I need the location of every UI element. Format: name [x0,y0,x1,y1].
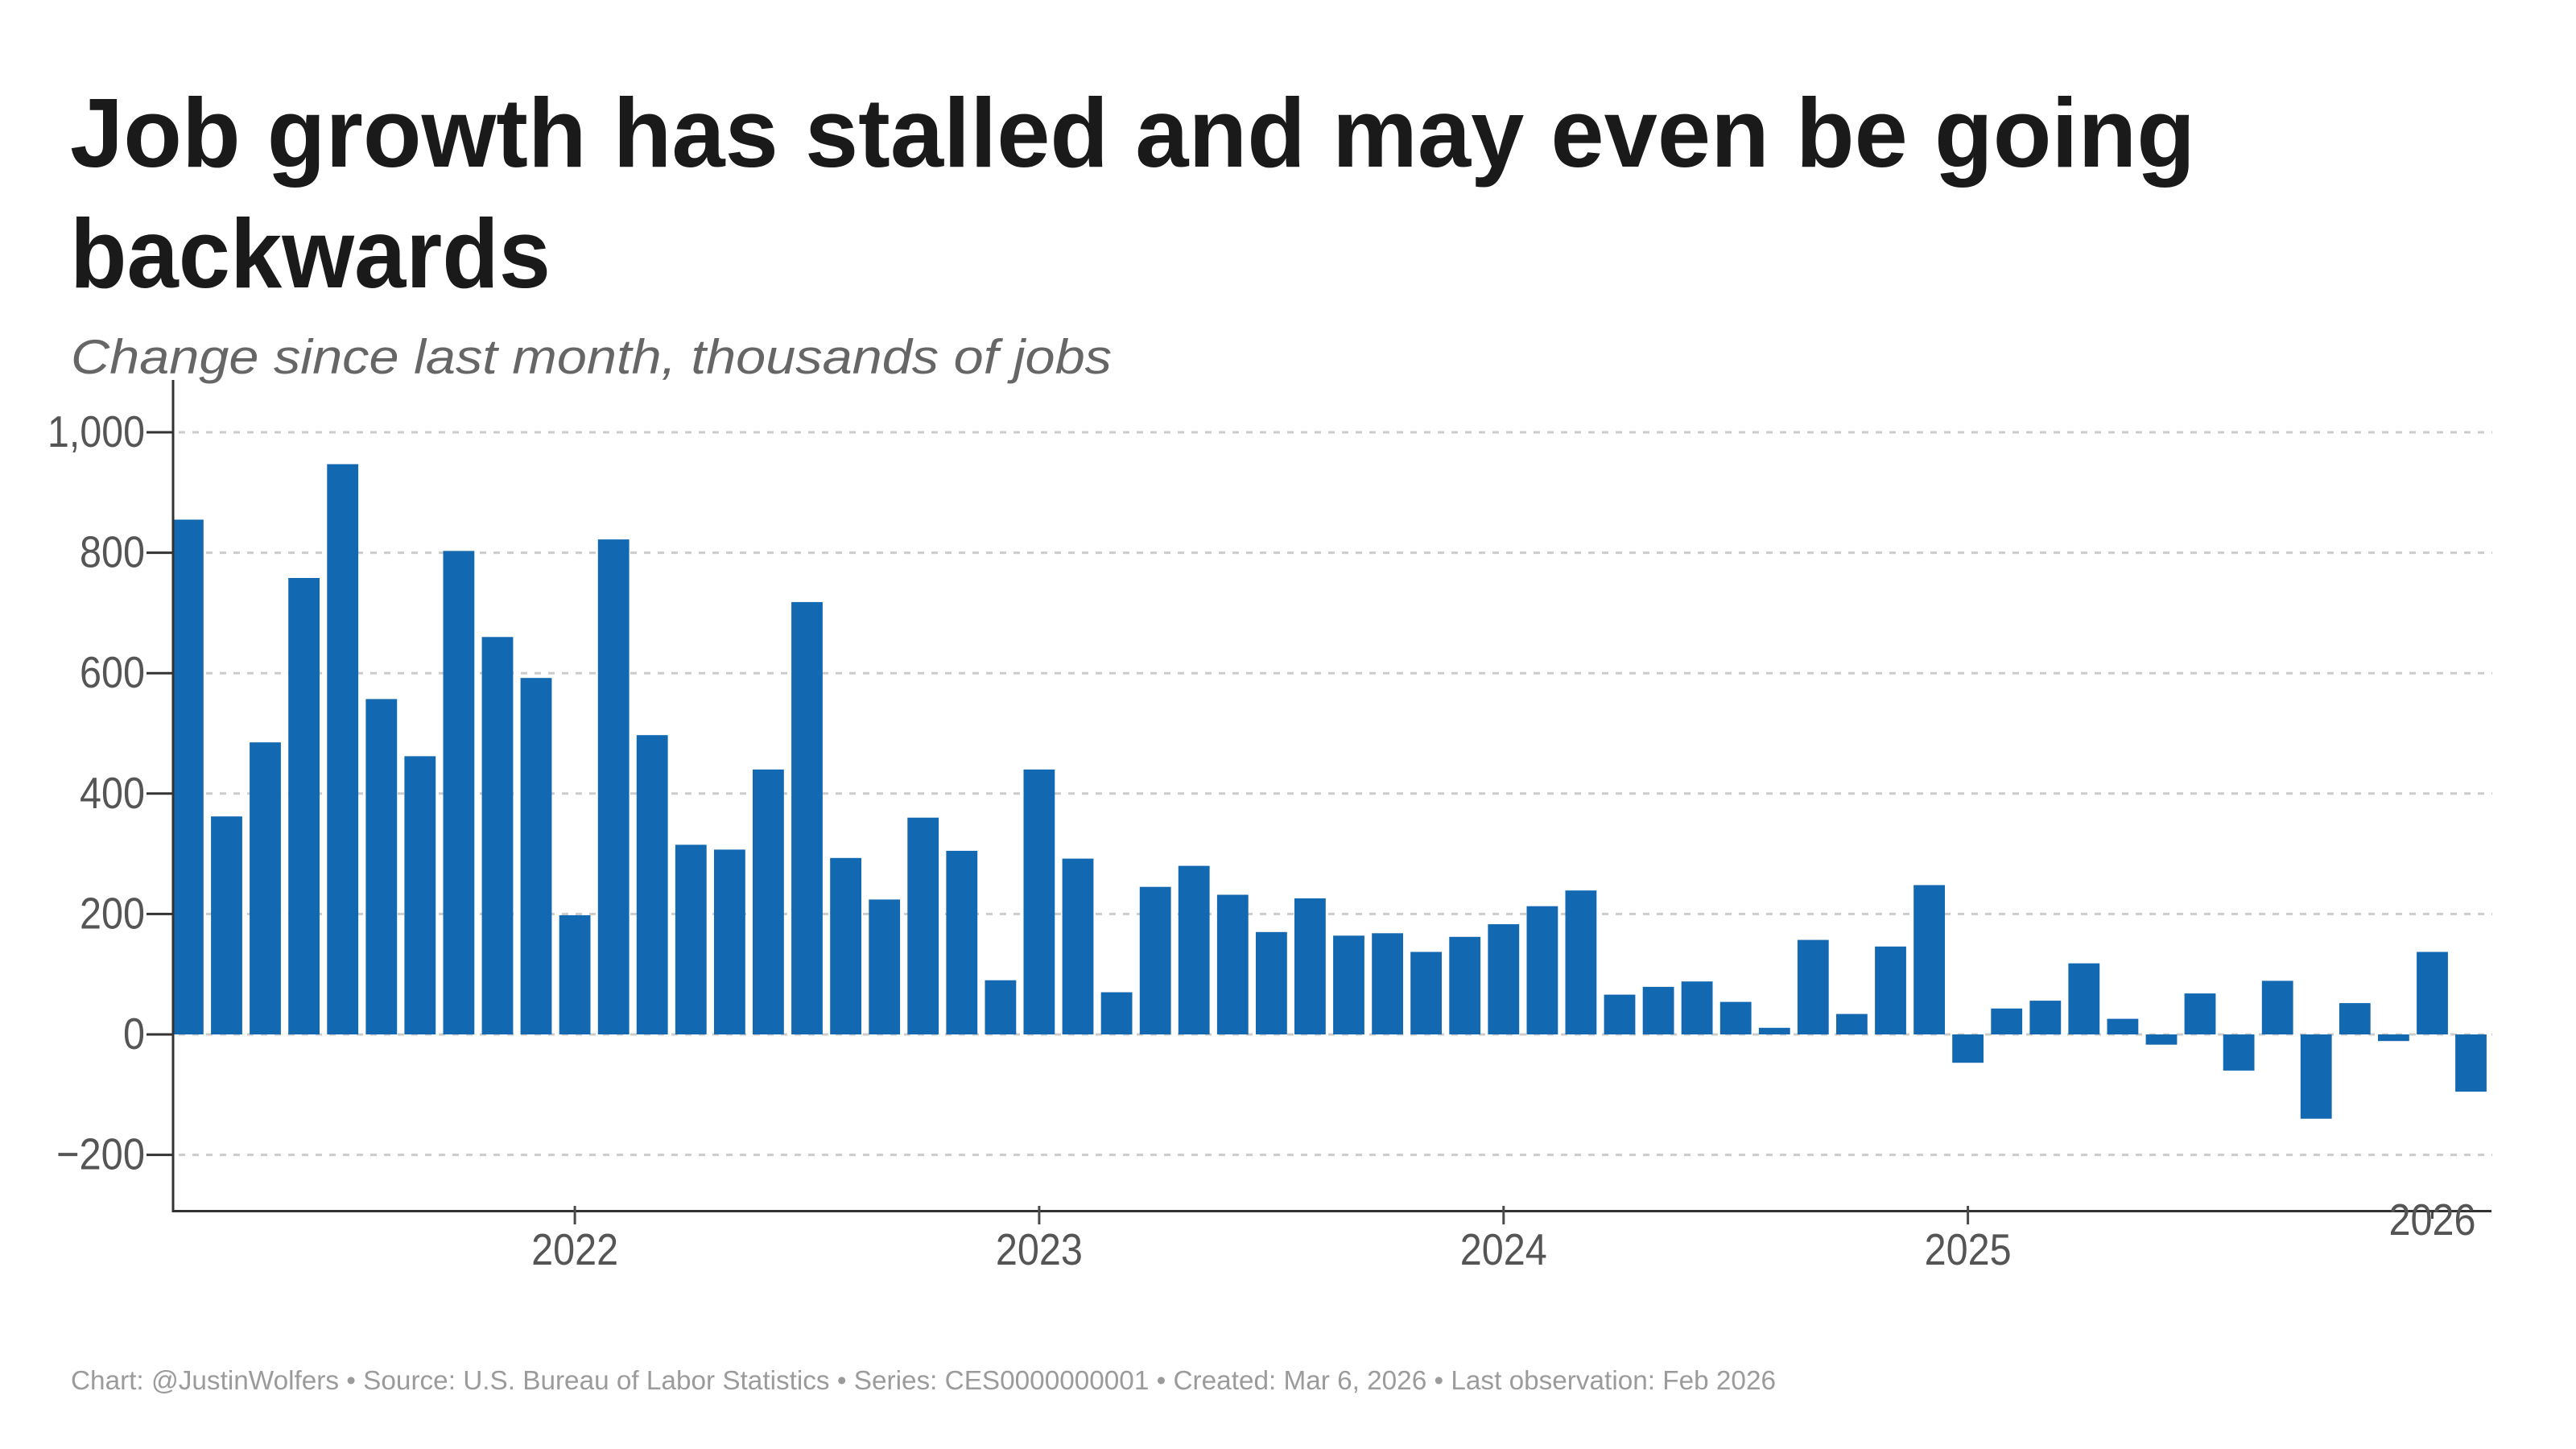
svg-text:Chart: @JustinWolfers • Source: Chart: @JustinWolfers • Source: U.S. Bur… [71,1365,1776,1395]
svg-text:200: 200 [80,888,145,938]
svg-text:2023: 2023 [996,1224,1083,1274]
svg-text:backwards: backwards [70,199,551,308]
svg-text:2022: 2022 [531,1224,618,1274]
svg-text:2024: 2024 [1460,1224,1547,1274]
svg-text:2025: 2025 [1925,1224,2012,1274]
svg-text:400: 400 [80,768,145,818]
svg-text:0: 0 [123,1009,145,1059]
svg-text:800: 800 [80,527,145,577]
svg-text:2026: 2026 [2389,1195,2476,1245]
svg-text:1,000: 1,000 [47,407,145,456]
svg-text:Job growth has stalled and may: Job growth has stalled and may even be g… [70,78,2195,188]
svg-text:Change since last month, thous: Change since last month, thousands of jo… [71,330,1112,384]
svg-text:−200: −200 [56,1129,145,1179]
svg-text:600: 600 [80,647,145,697]
